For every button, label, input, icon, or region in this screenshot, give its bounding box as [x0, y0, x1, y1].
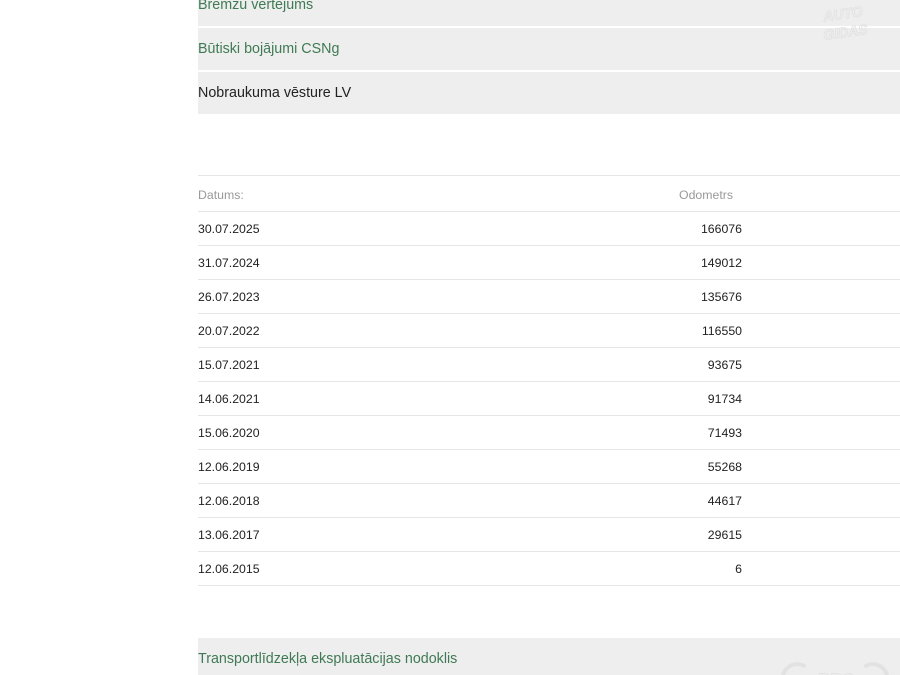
svg-text:BRC: BRC: [817, 670, 854, 675]
svg-text:AUTO: AUTO: [821, 3, 864, 25]
svg-text:GIDAS: GIDAS: [822, 21, 869, 43]
